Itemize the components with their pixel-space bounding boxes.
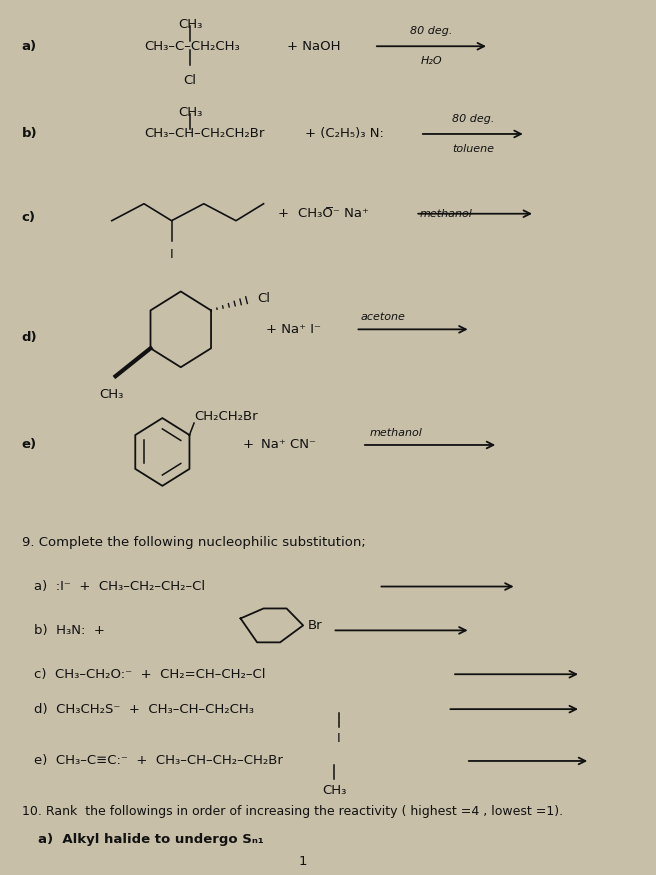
Text: H₂O: H₂O — [420, 56, 442, 66]
Text: methanol: methanol — [369, 428, 422, 438]
Text: CH₃–C–CH₂CH₃: CH₃–C–CH₂CH₃ — [144, 39, 239, 52]
Text: +: + — [243, 438, 253, 452]
Text: CH₂CH₂Br: CH₂CH₂Br — [194, 410, 258, 423]
Text: + (C₂H₅)₃ N:: + (C₂H₅)₃ N: — [305, 128, 384, 141]
Text: I: I — [170, 248, 173, 261]
Text: 80 deg.: 80 deg. — [410, 26, 453, 36]
Text: 9. Complete the following nucleophilic substitution;: 9. Complete the following nucleophilic s… — [22, 536, 365, 550]
Text: Br: Br — [308, 619, 322, 632]
Text: 80 deg.: 80 deg. — [451, 114, 494, 124]
Text: d): d) — [22, 331, 37, 344]
Text: e)  CH₃–C≡C:⁻  +  CH₃–CH–CH₂–CH₂Br: e) CH₃–C≡C:⁻ + CH₃–CH–CH₂–CH₂Br — [33, 754, 283, 767]
Text: acetone: acetone — [360, 312, 405, 322]
Text: CH₃–CH–CH₂CH₂Br: CH₃–CH–CH₂CH₂Br — [144, 128, 264, 141]
Text: b): b) — [22, 128, 37, 141]
Text: Cl: Cl — [257, 292, 270, 305]
Text: Na⁺ CN⁻: Na⁺ CN⁻ — [261, 438, 316, 452]
Text: 1: 1 — [299, 855, 308, 868]
Text: methanol: methanol — [420, 209, 473, 219]
Text: Cl: Cl — [184, 74, 196, 88]
Text: +: + — [277, 207, 289, 220]
Text: a)  Alkyl halide to undergo Sₙ₁: a) Alkyl halide to undergo Sₙ₁ — [38, 833, 264, 846]
Text: CH₃O̅⁻ Na⁺: CH₃O̅⁻ Na⁺ — [298, 207, 369, 220]
Text: I: I — [337, 732, 341, 745]
Text: CH₃: CH₃ — [99, 388, 123, 401]
Text: a): a) — [22, 39, 37, 52]
Text: c)  CH₃–CH₂O:⁻  +  CH₂=CH–CH₂–Cl: c) CH₃–CH₂O:⁻ + CH₂=CH–CH₂–Cl — [33, 668, 265, 681]
Text: CH₃: CH₃ — [178, 106, 202, 118]
Text: CH₃: CH₃ — [178, 18, 202, 31]
Text: b)  H₃N:  +: b) H₃N: + — [33, 624, 104, 637]
Text: 10. Rank  the followings in order of increasing the reactivity ( highest =4 , lo: 10. Rank the followings in order of incr… — [22, 805, 563, 818]
Text: d)  CH₃CH₂S⁻  +  CH₃–CH–CH₂CH₃: d) CH₃CH₂S⁻ + CH₃–CH–CH₂CH₃ — [33, 703, 254, 716]
Text: e): e) — [22, 438, 37, 452]
Text: a)  :I⁻  +  CH₃–CH₂–CH₂–Cl: a) :I⁻ + CH₃–CH₂–CH₂–Cl — [33, 580, 205, 593]
Text: + Na⁺ I⁻: + Na⁺ I⁻ — [266, 323, 321, 336]
Text: CH₃: CH₃ — [322, 784, 346, 797]
Text: toluene: toluene — [452, 144, 494, 154]
Text: c): c) — [22, 211, 35, 224]
Text: + NaOH: + NaOH — [287, 39, 340, 52]
